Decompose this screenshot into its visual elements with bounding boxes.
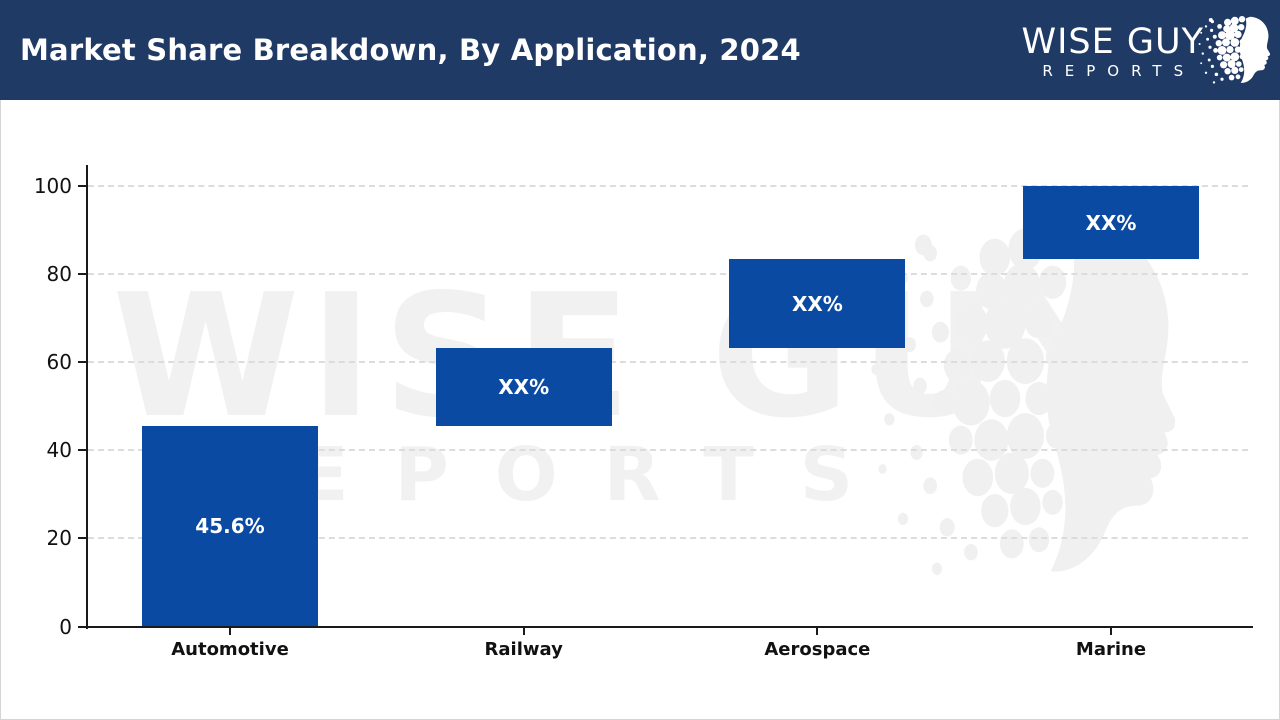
page-title: Market Share Breakdown, By Application, … [20, 33, 801, 67]
bar-value-label: XX% [1085, 210, 1137, 235]
y-tick-label: 100 [33, 174, 72, 198]
brand-name: WISE GUY [1021, 22, 1204, 63]
y-axis-line [86, 165, 88, 629]
face-dots-icon [1198, 16, 1270, 84]
bar-value-label: 45.6% [195, 514, 265, 539]
y-tick-mark [78, 185, 88, 187]
category-label-automotive: Automotive [171, 638, 289, 660]
bar-value-label: XX% [498, 374, 550, 399]
y-tick-mark [78, 537, 88, 540]
y-tick-mark [78, 449, 88, 452]
x-tick-mark [1110, 628, 1112, 635]
gridline-40 [88, 449, 1248, 452]
bar-value-label: XX% [791, 291, 843, 316]
y-tick-label: 20 [46, 526, 72, 551]
x-axis-line [86, 626, 1253, 628]
y-tick-mark [78, 625, 88, 628]
y-tick-mark [78, 361, 88, 364]
bar-aerospace: XX% [729, 259, 906, 349]
bar-automotive: 45.6% [142, 425, 318, 627]
x-tick-mark [229, 628, 231, 635]
y-tick-label: 80 [46, 262, 72, 287]
gridline-80 [88, 273, 1248, 276]
gridline-60 [88, 361, 1248, 364]
x-tick-mark [522, 628, 525, 635]
category-label-marine: Marine [1075, 638, 1147, 660]
gridline-100 [88, 185, 1248, 187]
x-tick-mark [816, 628, 819, 635]
gridline-20 [88, 537, 1248, 540]
bar-marine: XX% [1023, 186, 1199, 260]
y-tick-label: 0 [59, 614, 72, 639]
y-tick-label: 60 [46, 350, 72, 375]
header-bar: Market Share Breakdown, By Application, … [0, 0, 1280, 100]
y-tick-label: 40 [46, 438, 72, 463]
category-label-railway: Railway [484, 638, 563, 660]
brand-subname: REPORTS [1042, 61, 1196, 80]
category-label-aerospace: Aerospace [764, 638, 871, 660]
brand-text: WISE GUY REPORTS [1021, 24, 1204, 80]
bar-railway: XX% [435, 348, 612, 426]
y-tick-mark [78, 273, 88, 276]
brand-logo: WISE GUY REPORTS [1021, 9, 1270, 95]
